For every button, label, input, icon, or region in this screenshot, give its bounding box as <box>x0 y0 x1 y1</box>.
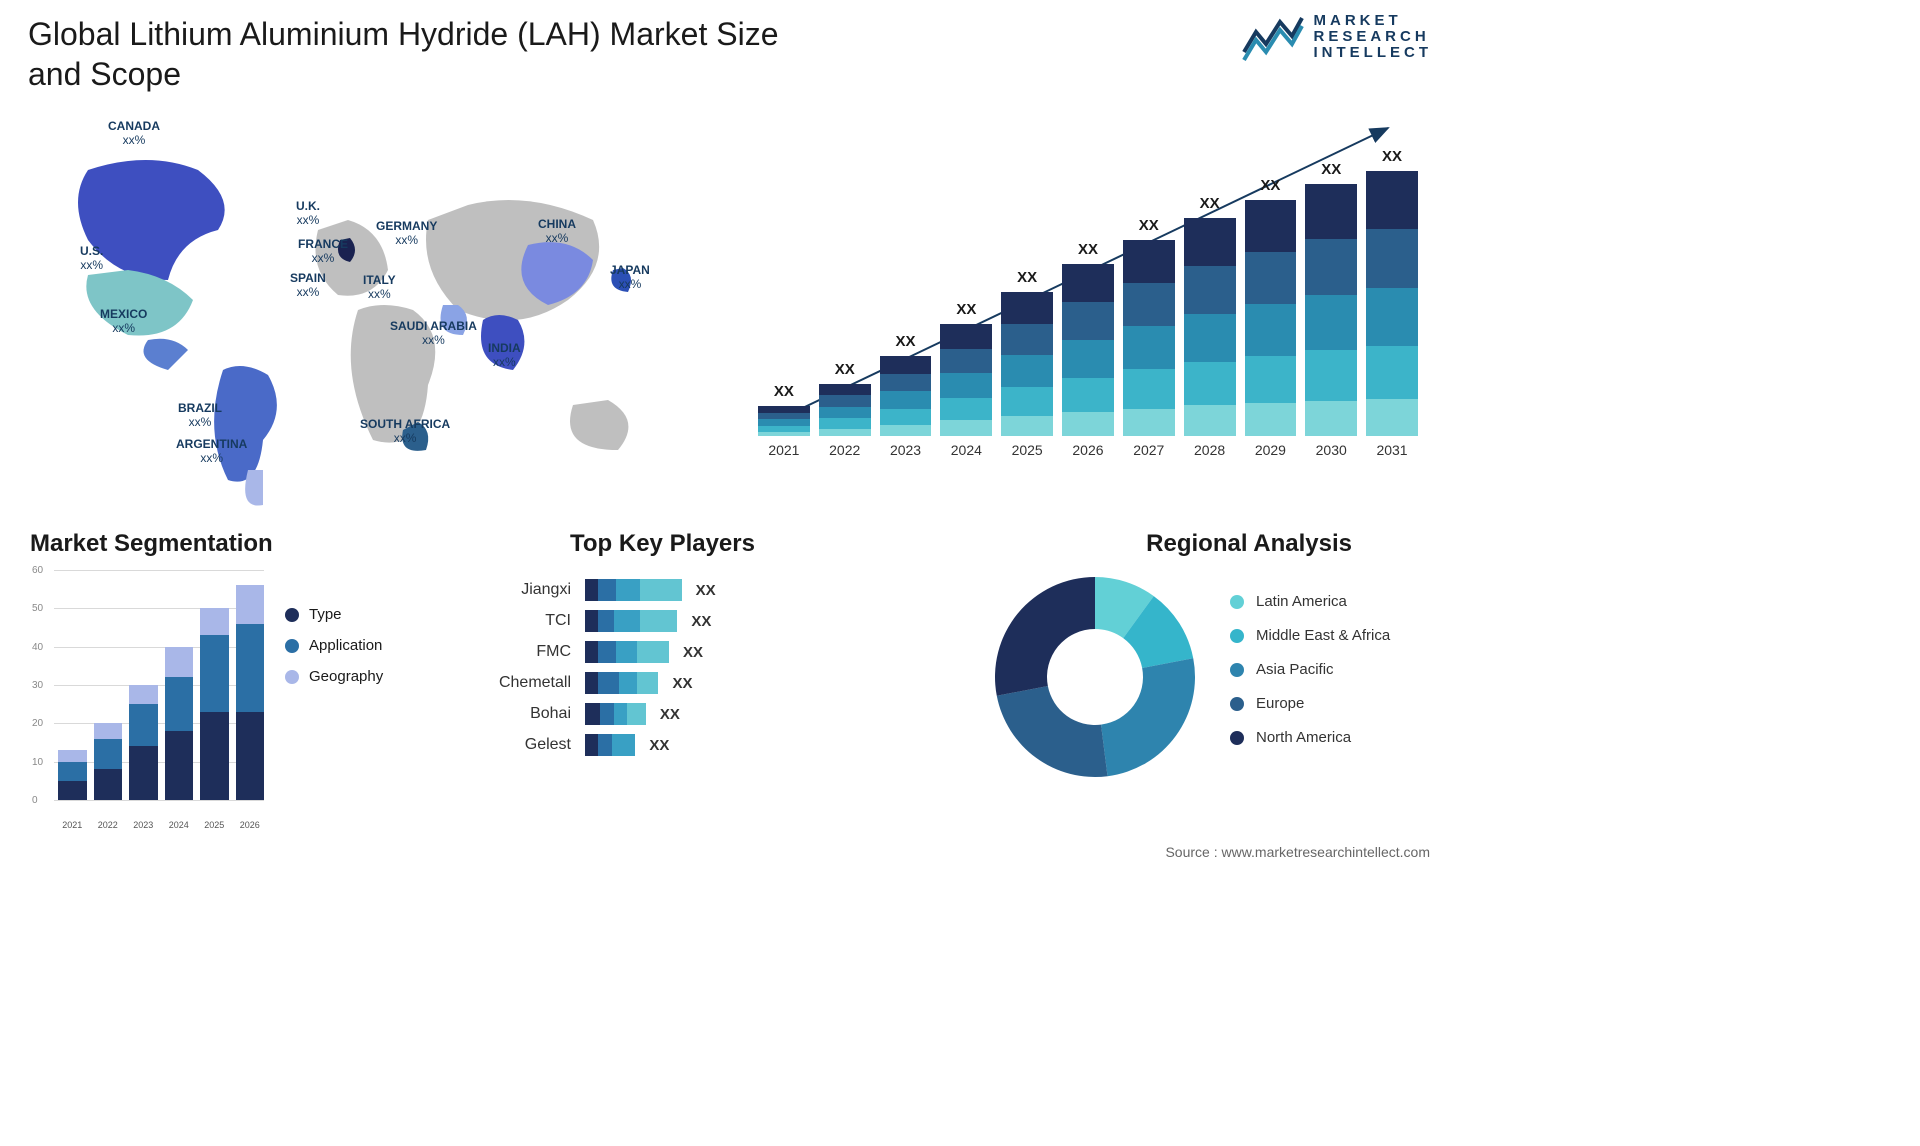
map-label: U.S.xx% <box>80 245 103 273</box>
forecast-bar: XX2028 <box>1184 195 1236 458</box>
map-label: GERMANYxx% <box>376 220 437 248</box>
keyplayer-row: BohaiXX <box>465 703 965 725</box>
map-label: BRAZILxx% <box>178 402 222 430</box>
map-label: MEXICOxx% <box>100 308 147 336</box>
map-label: SPAINxx% <box>290 272 326 300</box>
world-map: CANADAxx% U.S.xx% MEXICOxx% BRAZILxx% ARGENT… <box>28 110 708 510</box>
forecast-bar: XX2024 <box>940 301 992 458</box>
legend-item: Asia Pacific <box>1230 661 1430 678</box>
logo-text-2: RESEARCH <box>1314 29 1433 45</box>
forecast-bar: XX2031 <box>1366 148 1418 458</box>
page-title: Global Lithium Aluminium Hydride (LAH) M… <box>28 14 788 94</box>
segmentation-title: Market Segmentation <box>30 530 273 558</box>
segmentation-bar <box>165 647 194 800</box>
keyplayer-row: GelestXX <box>465 734 965 756</box>
forecast-bar: XX2030 <box>1305 161 1357 458</box>
legend-item: Application <box>285 637 383 654</box>
donut-slice <box>997 686 1108 777</box>
keyplayer-row: FMCXX <box>465 641 965 663</box>
forecast-bar: XX2022 <box>819 361 871 458</box>
map-label: FRANCExx% <box>298 238 348 266</box>
map-label: ARGENTINAxx% <box>176 438 247 466</box>
keyplayer-row: ChemetallXX <box>465 672 965 694</box>
forecast-bar: XX2029 <box>1245 177 1297 458</box>
segmentation-chart: 0102030405060 202120222023202420252026 <box>30 570 264 830</box>
map-label: ITALYxx% <box>363 274 396 302</box>
forecast-bar: XX2021 <box>758 383 810 458</box>
keyplayer-row: JiangxiXX <box>465 579 965 601</box>
segmentation-bar <box>94 723 123 800</box>
map-label: U.K.xx% <box>296 200 320 228</box>
legend-item: North America <box>1230 729 1430 746</box>
map-label: JAPANxx% <box>610 264 650 292</box>
source-text: Source : www.marketresearchintellect.com <box>1165 844 1430 860</box>
segmentation-bar <box>236 585 265 800</box>
regional-donut <box>980 562 1210 792</box>
map-label: INDIAxx% <box>488 342 521 370</box>
segmentation-legend: Type Application Geography <box>285 592 383 699</box>
donut-slice <box>1101 658 1195 776</box>
keyplayer-row: TCIXX <box>465 610 965 632</box>
regional-title: Regional Analysis <box>1146 530 1352 558</box>
regional-legend: Latin America Middle East & Africa Asia Pa… <box>1230 576 1430 763</box>
keyplayers-chart: JiangxiXX TCIXX FMCXX ChemetallXX BohaiXX Gel… <box>465 570 965 765</box>
logo: MARKET RESEARCH INTELLECT <box>1242 12 1433 62</box>
logo-icon <box>1242 12 1304 62</box>
legend-item: Type <box>285 606 383 623</box>
segmentation-bar <box>129 685 158 800</box>
map-label: SOUTH AFRICAxx% <box>360 418 450 446</box>
forecast-bar: XX2026 <box>1062 241 1114 458</box>
segmentation-bar <box>200 608 229 800</box>
forecast-chart: XX2021XX2022XX2023XX2024XX2025XX2026XX20… <box>758 120 1418 480</box>
forecast-bar: XX2023 <box>880 333 932 458</box>
logo-text-1: MARKET <box>1314 13 1433 29</box>
legend-item: Europe <box>1230 695 1430 712</box>
donut-slice <box>995 577 1095 696</box>
keyplayers-title: Top Key Players <box>570 530 755 558</box>
forecast-bar: XX2025 <box>1001 269 1053 458</box>
map-label: CHINAxx% <box>538 218 576 246</box>
map-label: SAUDI ARABIAxx% <box>390 320 477 348</box>
segmentation-bar <box>58 750 87 800</box>
forecast-bar: XX2027 <box>1123 217 1175 458</box>
map-label: CANADAxx% <box>108 120 160 148</box>
legend-item: Middle East & Africa <box>1230 627 1430 644</box>
legend-item: Latin America <box>1230 593 1430 610</box>
legend-item: Geography <box>285 668 383 685</box>
logo-text-3: INTELLECT <box>1314 45 1433 61</box>
